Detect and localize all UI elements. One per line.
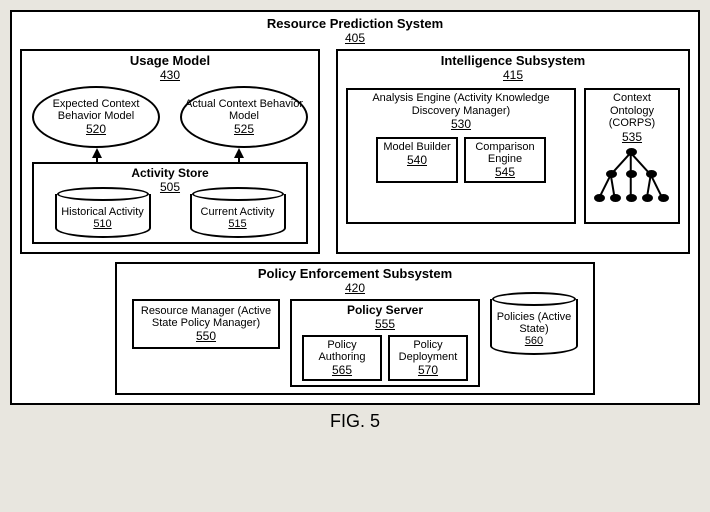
actual-behavior-model: Actual Context Behavior Model 525 xyxy=(180,86,308,148)
ontology-ref: 535 xyxy=(590,130,674,144)
policy-server: Policy Server 555 Policy Authoring 565 P… xyxy=(290,299,480,387)
resource-manager: Resource Manager (Active State Policy Ma… xyxy=(132,299,280,349)
activity-store-title: Activity Store xyxy=(38,166,302,180)
pserver-ref: 555 xyxy=(296,317,474,331)
arrow-stem-left xyxy=(96,156,98,164)
engine-ref: 530 xyxy=(350,117,572,131)
activity-store: Activity Store 505 Historical Activity 5… xyxy=(32,162,308,244)
usage-title: Usage Model xyxy=(26,53,314,68)
behavior-models: Expected Context Behavior Model 520 Actu… xyxy=(26,86,314,148)
policies-db: Policies (Active State) 560 xyxy=(490,299,578,355)
current-activity-db: Current Activity 515 xyxy=(190,194,286,238)
comparison-ref: 545 xyxy=(468,165,542,179)
rm-label: Resource Manager (Active State Policy Ma… xyxy=(136,305,276,329)
engine-components: Model Builder 540 Comparison Engine 545 xyxy=(350,137,572,183)
expected-behavior-model: Expected Context Behavior Model 520 xyxy=(32,86,160,148)
usage-model: Usage Model 430 Expected Context Behavio… xyxy=(20,49,320,254)
context-ontology: Context Ontology (CORPS) 535 xyxy=(584,88,680,224)
cylinder-top-icon xyxy=(57,187,149,201)
model-builder-ref: 540 xyxy=(380,153,454,167)
analysis-engine: Analysis Engine (Activity Knowledge Disc… xyxy=(346,88,576,224)
historical-ref: 510 xyxy=(59,218,147,230)
comparison-label: Comparison Engine xyxy=(468,141,542,165)
system-ref: 405 xyxy=(20,31,690,45)
arrow-stem-right xyxy=(238,156,240,164)
intel-row: Analysis Engine (Activity Knowledge Disc… xyxy=(342,88,684,228)
historical-activity-db: Historical Activity 510 xyxy=(55,194,151,238)
policy-title: Policy Enforcement Subsystem xyxy=(121,266,589,281)
policy-enforcement-subsystem: Policy Enforcement Subsystem 420 Resourc… xyxy=(115,262,595,395)
model-builder: Model Builder 540 xyxy=(376,137,458,183)
cylinder-top-icon xyxy=(192,187,284,201)
actual-ref: 525 xyxy=(234,123,254,136)
model-builder-label: Model Builder xyxy=(380,141,454,153)
policy-authoring: Policy Authoring 565 xyxy=(302,335,382,381)
policies-ref: 560 xyxy=(494,335,574,347)
actual-label: Actual Context Behavior Model xyxy=(182,98,306,122)
comparison-engine: Comparison Engine 545 xyxy=(464,137,546,183)
policy-row: Resource Manager (Active State Policy Ma… xyxy=(121,299,589,387)
current-label: Current Activity xyxy=(194,206,282,218)
deployment-ref: 570 xyxy=(392,363,464,377)
authoring-label: Policy Authoring xyxy=(306,339,378,363)
resource-prediction-system: Resource Prediction System 405 Usage Mod… xyxy=(10,10,700,405)
intel-title: Intelligence Subsystem xyxy=(342,53,684,68)
figure-label: FIG. 5 xyxy=(10,411,700,432)
current-ref: 515 xyxy=(194,218,282,230)
intel-ref: 415 xyxy=(342,68,684,82)
intelligence-subsystem: Intelligence Subsystem 415 Analysis Engi… xyxy=(336,49,690,254)
ontology-tree-icon xyxy=(592,148,672,218)
usage-ref: 430 xyxy=(26,68,314,82)
activity-cylinders: Historical Activity 510 Current Activity… xyxy=(38,194,302,238)
top-row: Usage Model 430 Expected Context Behavio… xyxy=(20,49,690,254)
policies-label: Policies (Active State) xyxy=(494,311,574,335)
expected-label: Expected Context Behavior Model xyxy=(34,98,158,122)
pserver-title: Policy Server xyxy=(296,303,474,317)
ontology-title: Context Ontology (CORPS) xyxy=(590,92,674,130)
authoring-ref: 565 xyxy=(306,363,378,377)
rm-ref: 550 xyxy=(136,329,276,343)
cylinder-top-icon xyxy=(492,292,576,306)
expected-ref: 520 xyxy=(86,123,106,136)
policy-deployment: Policy Deployment 570 xyxy=(388,335,468,381)
historical-label: Historical Activity xyxy=(59,206,147,218)
deployment-label: Policy Deployment xyxy=(392,339,464,363)
system-title: Resource Prediction System xyxy=(20,16,690,31)
engine-title: Analysis Engine (Activity Knowledge Disc… xyxy=(350,92,572,117)
policy-server-components: Policy Authoring 565 Policy Deployment 5… xyxy=(296,335,474,381)
